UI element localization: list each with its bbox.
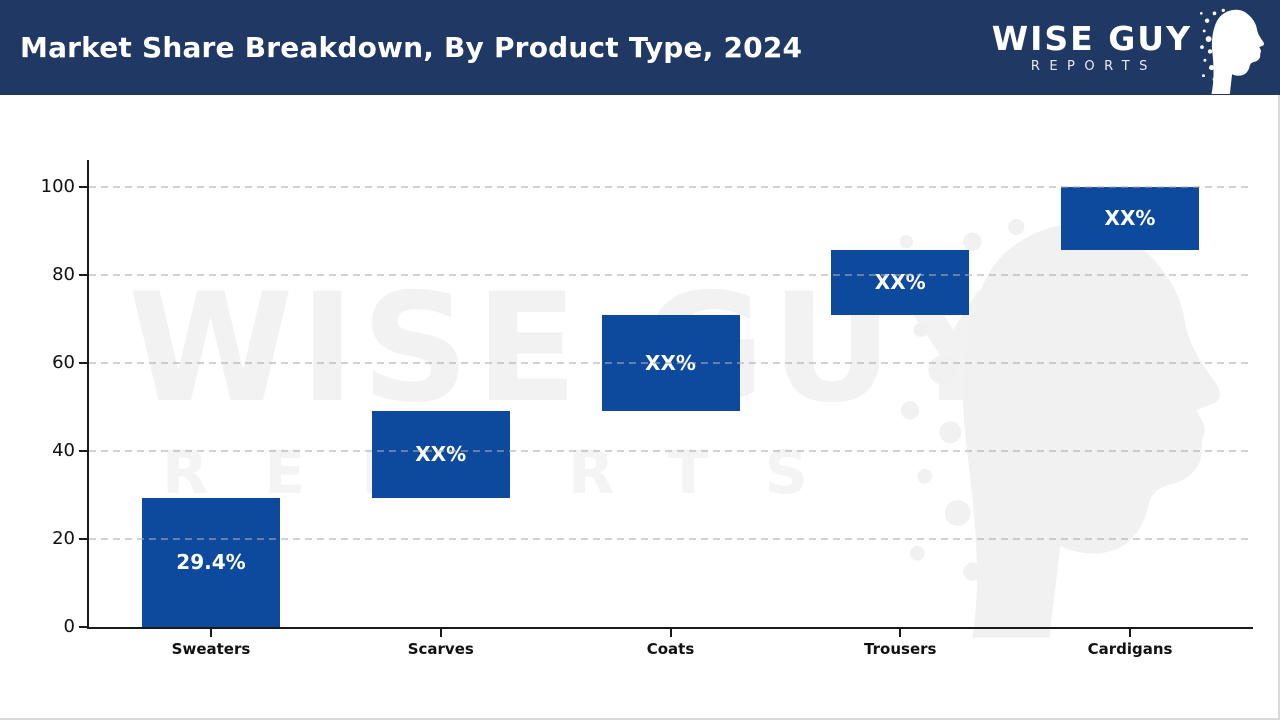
x-tick-mark xyxy=(1129,629,1131,637)
bar-cardigans: XX% xyxy=(1061,187,1199,250)
x-tick-mark xyxy=(669,629,672,637)
gridline xyxy=(89,538,1253,540)
y-tick-mark xyxy=(79,450,87,452)
logo-head-profile-icon xyxy=(1199,8,1264,94)
bar-trousers: XX% xyxy=(831,249,970,316)
x-axis-label-scarves: Scarves xyxy=(407,640,474,658)
y-tick-mark xyxy=(79,538,87,540)
x-tick-mark xyxy=(899,629,902,637)
logo-wordmark: WISE GUY xyxy=(991,18,1192,58)
gridline xyxy=(89,186,1253,188)
y-tick-mark xyxy=(79,362,87,364)
header-bar: Market Share Breakdown, By Product Type,… xyxy=(0,0,1280,95)
y-tick-label: 80 xyxy=(52,264,75,285)
bar-scarves: XX% xyxy=(371,410,510,498)
y-tick-label: 0 xyxy=(63,616,75,637)
x-tick-mark xyxy=(210,629,212,637)
x-tick-mark xyxy=(439,629,442,637)
y-tick-label: 100 xyxy=(40,176,75,197)
y-axis xyxy=(87,160,89,629)
bar-value-label: XX% xyxy=(415,442,467,467)
x-axis xyxy=(87,627,1253,629)
wise-guy-logo: WISE GUY REPORTS xyxy=(992,0,1274,95)
y-tick-label: 40 xyxy=(52,440,75,461)
bar-value-label: XX% xyxy=(1104,206,1156,231)
gridline xyxy=(89,362,1253,364)
y-tick-mark xyxy=(79,186,87,188)
x-axis-label-cardigans: Cardigans xyxy=(1087,640,1173,658)
page-title: Market Share Breakdown, By Product Type,… xyxy=(20,31,803,64)
y-tick-label: 20 xyxy=(52,528,75,549)
gridline xyxy=(89,450,1253,452)
logo-subtitle: REPORTS xyxy=(1030,58,1157,74)
bar-sweaters: 29.4% xyxy=(142,497,280,627)
x-axis-label-coats: Coats xyxy=(646,640,695,658)
gridline xyxy=(89,274,1253,276)
x-axis-label-trousers: Trousers xyxy=(864,640,937,658)
y-tick-label: 60 xyxy=(52,352,75,373)
x-axis-label-sweaters: Sweaters xyxy=(171,640,251,658)
bar-value-label: 29.4% xyxy=(176,550,246,575)
y-tick-mark xyxy=(79,626,87,628)
y-tick-mark xyxy=(79,274,87,276)
logo-text: WISE GUY REPORTS xyxy=(992,22,1192,74)
